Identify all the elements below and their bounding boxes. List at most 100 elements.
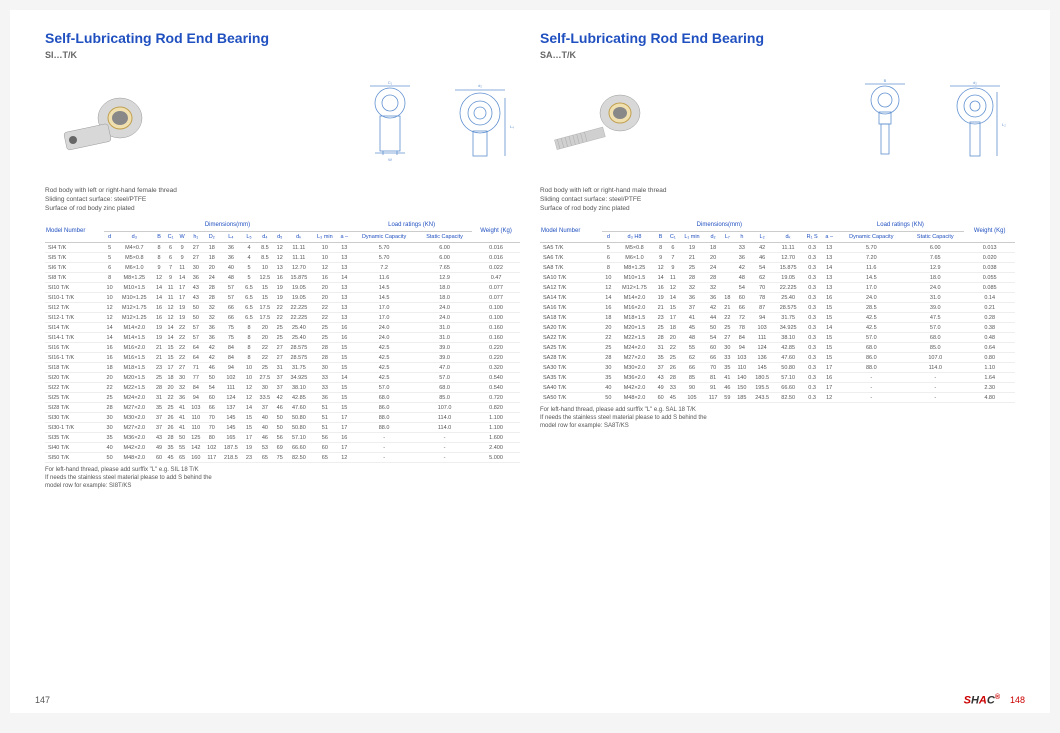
table-cell: SI10-1 T/K — [45, 293, 104, 303]
note-line: Rod body with left or right-hand male th… — [540, 186, 1015, 195]
table-cell: 14.5 — [351, 293, 417, 303]
table-cell: 5.000 — [472, 453, 520, 463]
table-cell: 80 — [204, 433, 220, 443]
table-cell: 9 — [153, 263, 165, 273]
table-row: SI8 T/K8M8×1.2512914362448512.51615.8751… — [45, 273, 520, 283]
table-cell: 43 — [655, 373, 667, 383]
col-header: Static Capacity — [417, 232, 472, 243]
table-cell: 45 — [679, 323, 705, 333]
table-cell: 22.225 — [774, 283, 802, 293]
table-cell: 94 — [733, 343, 750, 353]
table-cell: 47.0 — [417, 363, 472, 373]
table-cell: 14 — [667, 293, 679, 303]
table-cell: 17.0 — [351, 313, 417, 323]
table-cell: M27×2.0 — [614, 353, 654, 363]
table-cell: 31.75 — [774, 313, 802, 323]
table-cell: 8.5 — [256, 243, 274, 253]
table-cell: 27 — [188, 253, 204, 263]
table-cell: 75 — [274, 453, 286, 463]
table-cell: 19.05 — [285, 283, 312, 293]
table-cell: 24.0 — [906, 283, 964, 293]
table-cell: 43 — [188, 293, 204, 303]
table-cell: 37 — [256, 403, 274, 413]
table-cell: 13 — [822, 253, 837, 263]
table-cell: 21 — [153, 343, 165, 353]
table-cell: 105 — [679, 393, 705, 403]
table-cell: 36 — [220, 243, 242, 253]
table-cell: 5 — [242, 273, 256, 283]
table-cell: 57 — [188, 323, 204, 333]
table-cell: M10×1.5 — [115, 283, 153, 293]
table-cell: 78 — [750, 293, 774, 303]
table-cell: 6 — [165, 253, 177, 263]
table-cell: 145 — [750, 363, 774, 373]
table-cell: 8 — [602, 263, 614, 273]
table-cell: 1.100 — [472, 423, 520, 433]
table-cell: SA18 T/K — [540, 313, 602, 323]
table-cell: 1.600 — [472, 433, 520, 443]
table-cell: 24.0 — [417, 313, 472, 323]
table-cell: 18 — [705, 243, 721, 253]
table-row: SI18 T/K18M18×1.523172771469410253131.75… — [45, 363, 520, 373]
table-cell: 50 — [204, 373, 220, 383]
table-row: SA40 T/K40M42×2.04933909146150195.566.60… — [540, 383, 1015, 393]
table-cell: 18 — [204, 243, 220, 253]
table-cell: 50 — [176, 433, 188, 443]
table-cell: 12.5 — [256, 273, 274, 283]
table-cell: 54 — [705, 333, 721, 343]
table-cell: 6.00 — [906, 243, 964, 253]
table-cell: 31.0 — [417, 333, 472, 343]
table-cell: 84 — [220, 343, 242, 353]
table-cell: 6 — [667, 243, 679, 253]
table-cell: 47.60 — [774, 353, 802, 363]
right-footnote: For left-hand thread, please add surffix… — [540, 407, 1015, 430]
table-cell: 25 — [256, 363, 274, 373]
table-cell: 0.21 — [964, 303, 1015, 313]
table-cell: 0.540 — [472, 383, 520, 393]
table-cell: M12×1.75 — [614, 283, 654, 293]
table-cell: 11 — [165, 293, 177, 303]
table-cell: 15 — [337, 393, 351, 403]
table-cell: 12 — [602, 283, 614, 293]
table-cell: SI14 T/K — [45, 323, 104, 333]
table-cell: 33 — [667, 383, 679, 393]
table-cell: M22×1.5 — [115, 383, 153, 393]
table-cell: 65 — [312, 453, 337, 463]
table-cell: 195.5 — [750, 383, 774, 393]
table-cell: 16 — [274, 273, 286, 283]
table-cell: 14 — [242, 403, 256, 413]
table-row: SA6 T/K6M6×1.0972120364612.700.3137.207.… — [540, 253, 1015, 263]
table-cell: - — [351, 433, 417, 443]
left-notes: Rod body with left or right-hand female … — [45, 186, 520, 213]
table-cell: 16 — [153, 313, 165, 323]
table-cell: 66 — [220, 303, 242, 313]
table-cell: 86.0 — [836, 353, 906, 363]
table-cell: 14 — [104, 323, 116, 333]
table-cell: SI30 T/K — [45, 413, 104, 423]
table-cell: 85.0 — [417, 393, 472, 403]
table-cell: 41 — [679, 313, 705, 323]
table-cell: 40 — [104, 443, 116, 453]
col-header: Dynamic Capacity — [836, 232, 906, 243]
table-cell: 57 — [220, 293, 242, 303]
table-cell: 14 — [153, 293, 165, 303]
table-cell: M5×0.8 — [614, 243, 654, 253]
table-cell: 0.3 — [802, 323, 822, 333]
table-cell: 35 — [721, 363, 733, 373]
table-cell: M4×0.7 — [115, 243, 153, 253]
table-row: SI12-1 T/K12M12×1.251612195032666.517.52… — [45, 313, 520, 323]
left-footnote: For left-hand thread, please add surffix… — [45, 467, 520, 490]
table-cell: 33 — [312, 373, 337, 383]
note-line: Sliding contact surface: steel/PTFE — [45, 195, 520, 204]
table-cell: 36 — [176, 393, 188, 403]
table-cell: 56 — [274, 433, 286, 443]
table-cell: 0.3 — [802, 243, 822, 253]
table-cell: 10 — [256, 263, 274, 273]
table-cell: 22 — [176, 343, 188, 353]
table-cell: 17.5 — [256, 303, 274, 313]
table-cell: 15 — [822, 353, 837, 363]
table-cell: 36 — [679, 293, 705, 303]
table-cell: 0.3 — [802, 253, 822, 263]
table-cell: 22 — [312, 303, 337, 313]
table-cell: 6 — [602, 253, 614, 263]
